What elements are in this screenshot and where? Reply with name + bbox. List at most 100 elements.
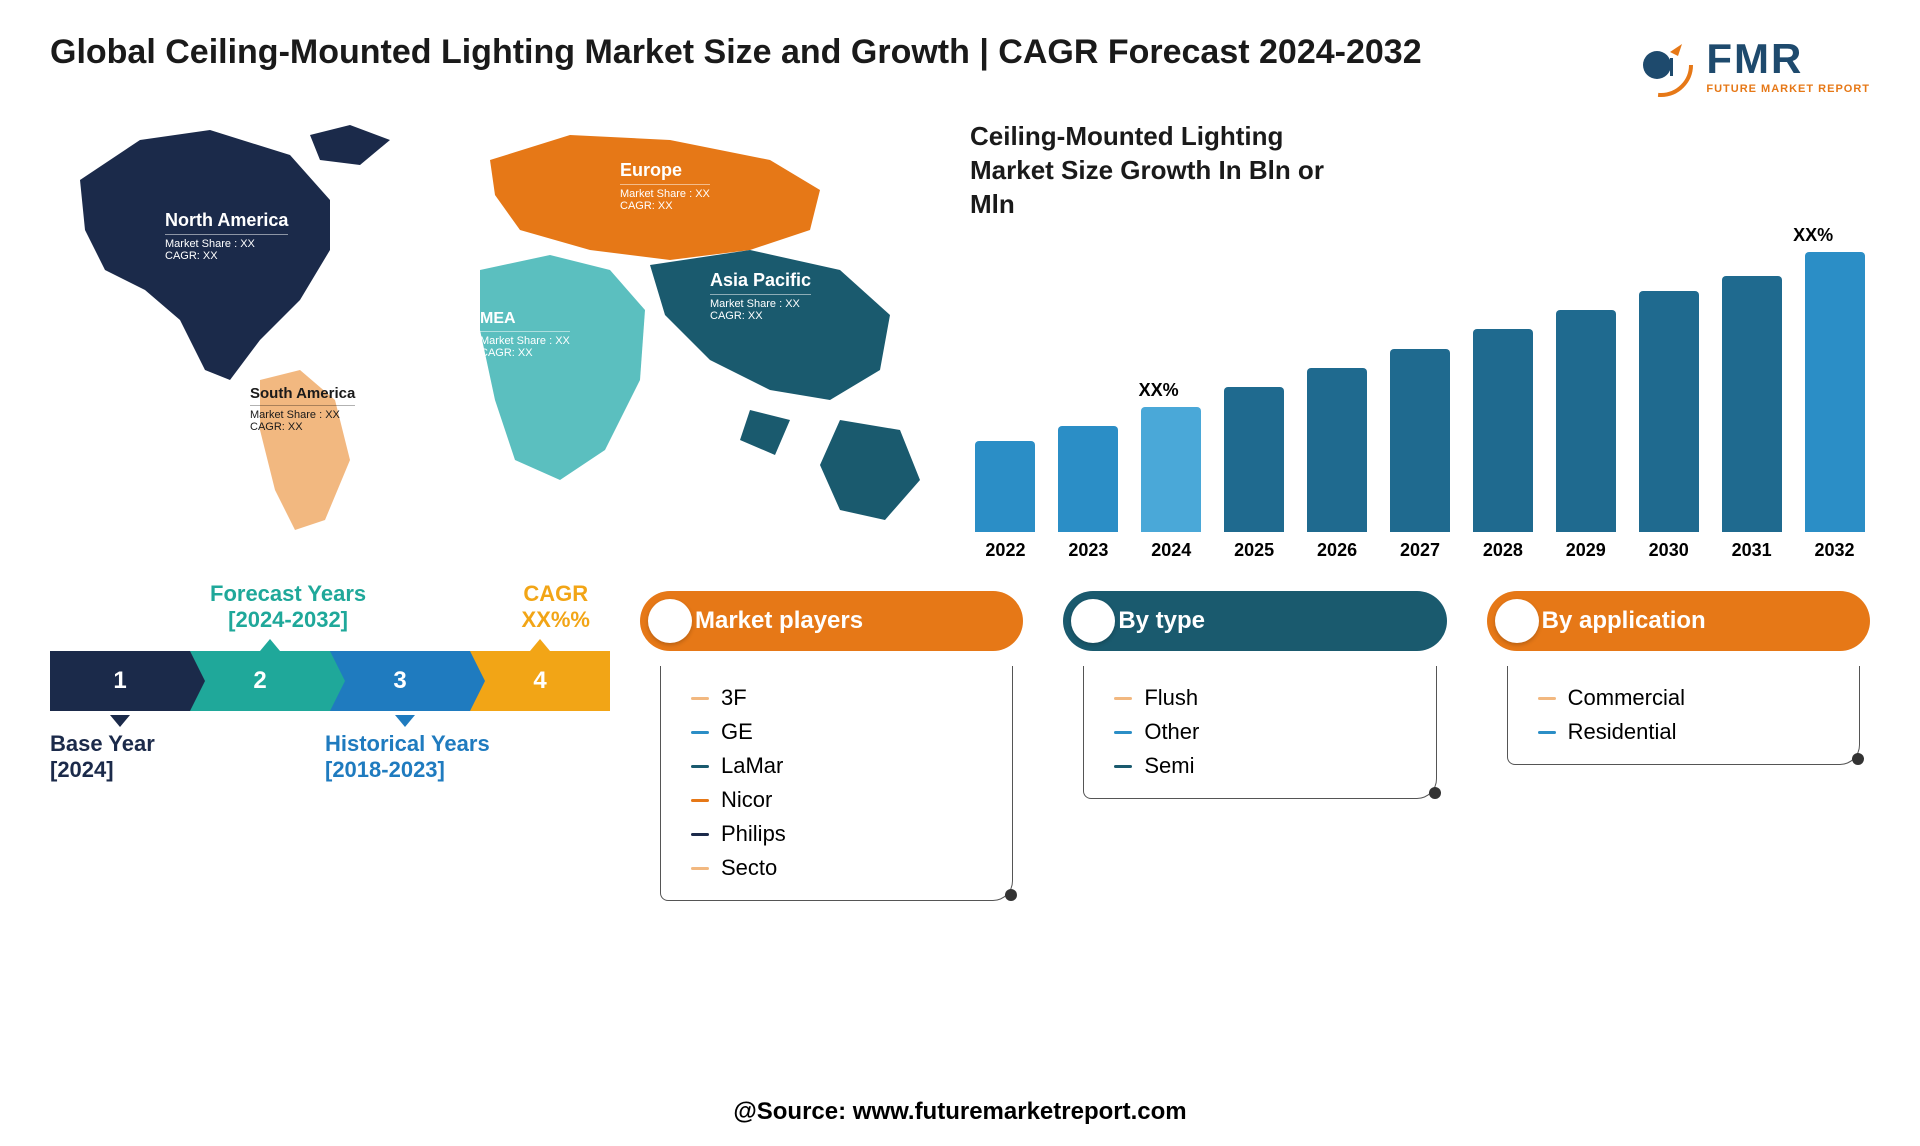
pill-item-label: Other — [1144, 719, 1199, 745]
tl-title: Historical Years — [325, 731, 490, 757]
pill-column: By application Commercial Residential — [1487, 591, 1870, 901]
bar — [1141, 407, 1201, 533]
region-name: Asia Pacific — [710, 270, 811, 291]
pill-item-label: Semi — [1144, 753, 1194, 779]
pill-marker-icon — [691, 833, 709, 836]
world-map: North America Market Share : XXCAGR: XX … — [50, 120, 930, 540]
pill-item-label: 3F — [721, 685, 747, 711]
pill-list: Flush Other Semi — [1083, 666, 1436, 799]
bar-label: 2032 — [1814, 540, 1854, 561]
main-content: North America Market Share : XXCAGR: XX … — [50, 120, 1870, 561]
bar-label: 2027 — [1400, 540, 1440, 561]
pill-marker-icon — [691, 867, 709, 870]
pill-item-label: Commercial — [1568, 685, 1685, 711]
bar-column: 2032 — [1799, 252, 1870, 561]
bar — [1224, 387, 1284, 532]
pill-item-label: GE — [721, 719, 753, 745]
bar-label: 2028 — [1483, 540, 1523, 561]
source-attribution: @Source: www.futuremarketreport.com — [733, 1098, 1186, 1126]
bar-column: 2027 — [1385, 349, 1456, 562]
bar-column: 2031 — [1716, 276, 1787, 561]
timeline-label-forecast: Forecast Years [2024-2032] — [210, 581, 366, 633]
label-south-america: South America Market Share : XXCAGR: XX — [250, 385, 355, 433]
arrow-up-icon — [530, 639, 550, 651]
bar-label: 2022 — [985, 540, 1025, 561]
pill-item: Residential — [1538, 715, 1839, 749]
pill-header: Market players — [640, 591, 1023, 651]
tl-title: Base Year — [50, 731, 155, 757]
logo-sub-text: FUTURE MARKET REPORT — [1706, 83, 1870, 95]
pill-item: Nicor — [691, 783, 992, 817]
bar-label: 2023 — [1068, 540, 1108, 561]
bar-column: 2023 — [1053, 426, 1124, 561]
bars-container: 2022202320242025202620272028202920302031… — [970, 241, 1870, 561]
bar-column: 2025 — [1219, 387, 1290, 561]
pill-header: By type — [1063, 591, 1446, 651]
bar-callout: XX% — [1793, 225, 1833, 246]
bar — [1307, 368, 1367, 532]
bar — [1058, 426, 1118, 532]
pill-item-label: Nicor — [721, 787, 772, 813]
label-north-america: North America Market Share : XXCAGR: XX — [165, 210, 288, 262]
pill-marker-icon — [691, 731, 709, 734]
pill-column: Market players3FGELaMarNicorPhilipsSecto — [640, 591, 1023, 901]
arrow-down-icon — [395, 715, 415, 727]
region-share: Market Share : XX — [710, 298, 800, 310]
label-mea: MEA Market Share : XXCAGR: XX — [480, 310, 570, 359]
growth-bar-chart: Ceiling-Mounted Lighting Market Size Gro… — [970, 120, 1870, 561]
pill-marker-icon — [1538, 697, 1556, 700]
bar — [1556, 310, 1616, 532]
region-cagr: CAGR: XX — [250, 421, 303, 433]
region-cagr: CAGR: XX — [620, 200, 673, 212]
timeline-segment: 3 — [330, 651, 470, 711]
pill-item: Flush — [1114, 681, 1415, 715]
timeline: Forecast Years [2024-2032] CAGR XX%% 123… — [50, 591, 610, 791]
tl-title: CAGR — [522, 581, 590, 607]
bar — [1722, 276, 1782, 532]
timeline-label-base: Base Year [2024] — [50, 731, 155, 783]
region-name: North America — [165, 210, 288, 231]
bar-column: 2026 — [1302, 368, 1373, 561]
pill-item: Secto — [691, 851, 992, 885]
pill-header: By application — [1487, 591, 1870, 651]
arrow-up-icon — [260, 639, 280, 651]
region-name: South America — [250, 385, 355, 402]
region-cagr: CAGR: XX — [165, 250, 218, 262]
pill-item: 3F — [691, 681, 992, 715]
pill-item: LaMar — [691, 749, 992, 783]
bar — [1390, 349, 1450, 533]
tl-value: XX%% — [522, 607, 590, 633]
pill-item-label: LaMar — [721, 753, 783, 779]
pill-item: GE — [691, 715, 992, 749]
bar — [1639, 291, 1699, 533]
region-name: MEA — [480, 310, 570, 328]
tl-range: [2024-2032] — [210, 607, 366, 633]
timeline-bar: 1234 — [50, 651, 610, 711]
pill-item: Other — [1114, 715, 1415, 749]
logo-text: FMR FUTURE MARKET REPORT — [1706, 35, 1870, 95]
bar-label: 2031 — [1732, 540, 1772, 561]
bar-label: 2030 — [1649, 540, 1689, 561]
region-cagr: CAGR: XX — [710, 310, 763, 322]
pill-item-label: Flush — [1144, 685, 1198, 711]
pill-item: Commercial — [1538, 681, 1839, 715]
timeline-label-cagr: CAGR XX%% — [522, 581, 590, 633]
region-share: Market Share : XX — [480, 335, 570, 347]
bar — [1473, 329, 1533, 532]
bar-label: 2024 — [1151, 540, 1191, 561]
chart-title: Ceiling-Mounted Lighting Market Size Gro… — [970, 120, 1370, 221]
region-mea — [480, 255, 645, 480]
timeline-segment: 4 — [470, 651, 610, 711]
pill-marker-icon — [691, 799, 709, 802]
pill-marker-icon — [1538, 731, 1556, 734]
pill-item-label: Secto — [721, 855, 777, 881]
bottom-section: Forecast Years [2024-2032] CAGR XX%% 123… — [50, 591, 1870, 901]
pill-marker-icon — [691, 697, 709, 700]
region-share: Market Share : XX — [250, 409, 340, 421]
pill-marker-icon — [691, 765, 709, 768]
timeline-segment: 1 — [50, 651, 190, 711]
bar-callout: XX% — [1139, 380, 1179, 401]
pill-item: Semi — [1114, 749, 1415, 783]
logo-main-text: FMR — [1706, 35, 1870, 83]
bar — [1805, 252, 1865, 532]
